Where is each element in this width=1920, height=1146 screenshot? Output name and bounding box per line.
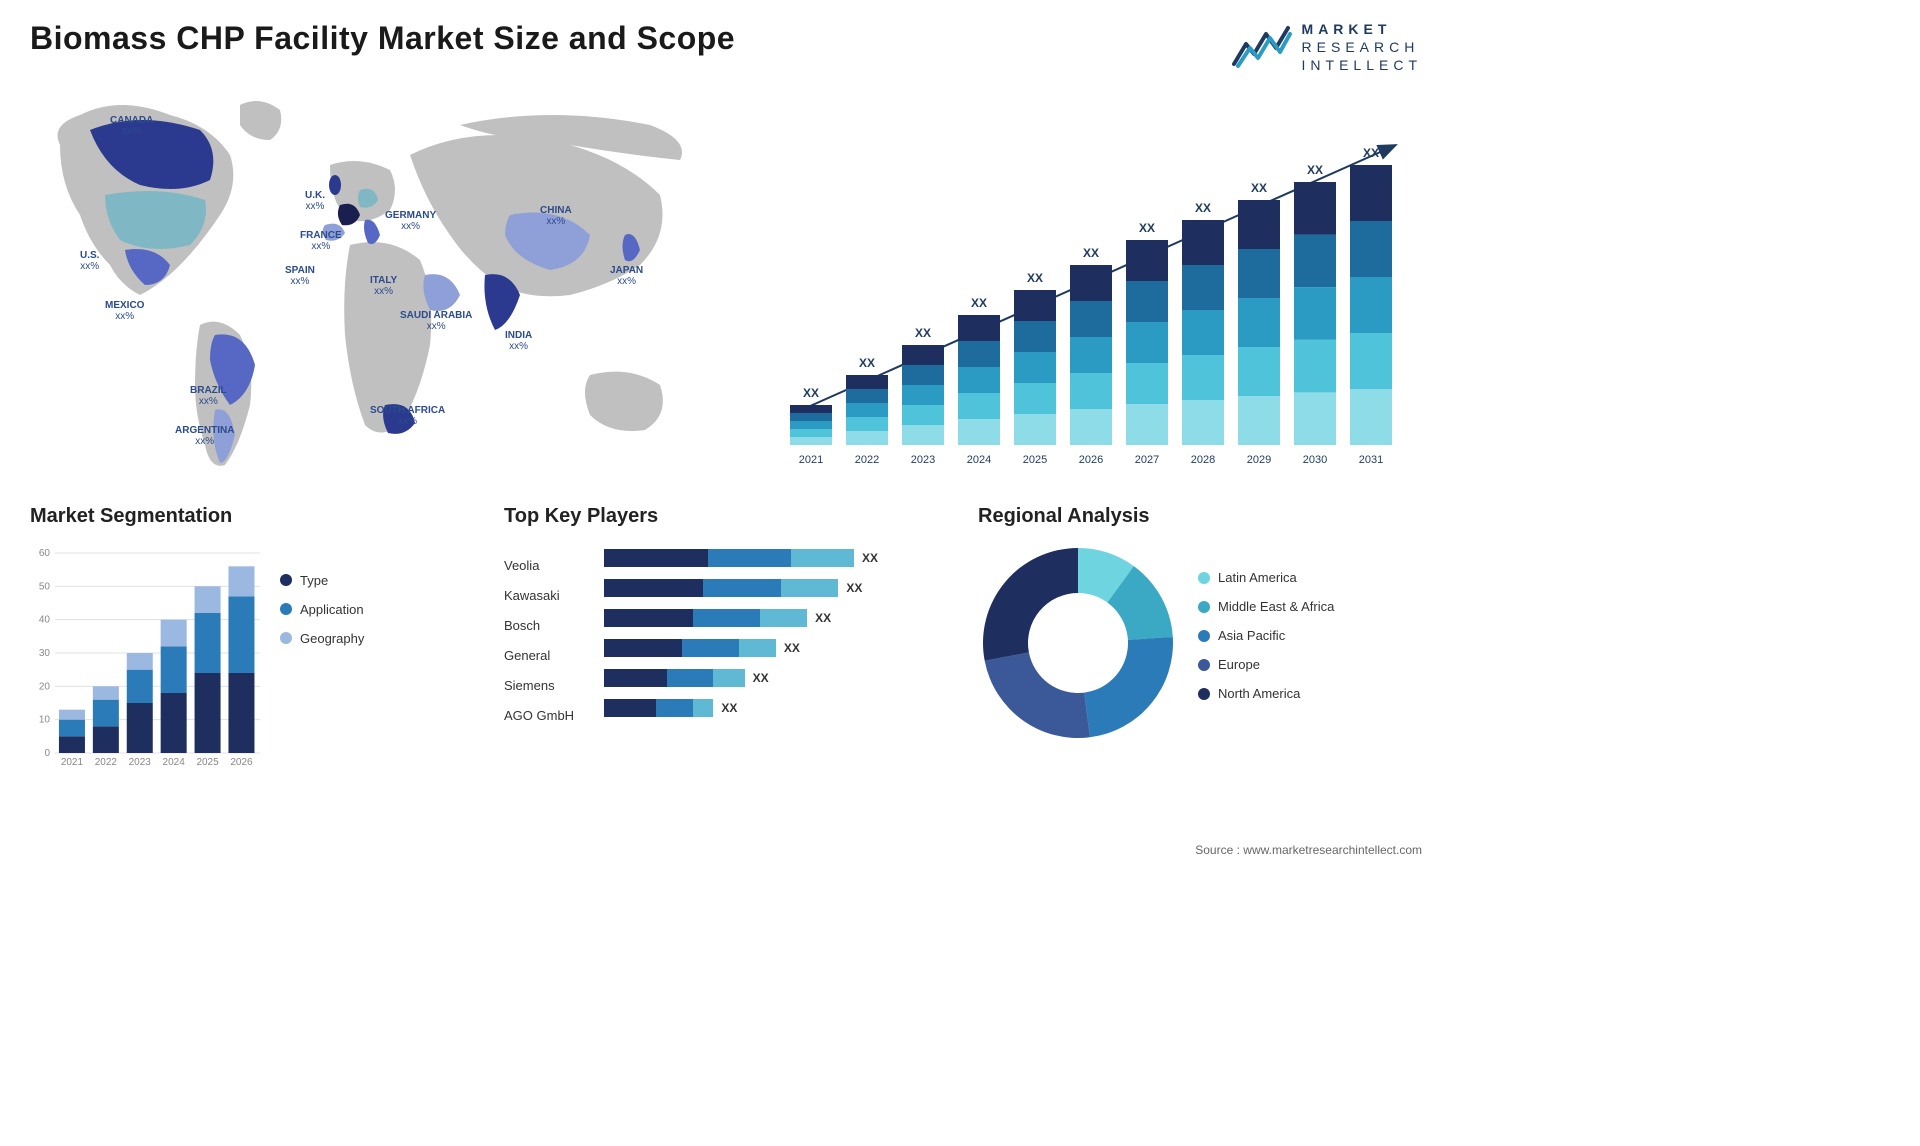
segmentation-panel: Market Segmentation 0 10 20 30 40 50 60 2021 202… [30,505,474,773]
country-label: ARGENTINAxx% [175,425,234,447]
player-bars: XX XX XX XX XX XX [604,543,948,731]
svg-text:10: 10 [39,714,51,725]
legend-item: Type [280,573,474,588]
key-players-panel: Top Key Players VeoliaKawasakiBoschGener… [504,505,948,773]
player-label: Bosch [504,611,594,641]
svg-text:0: 0 [44,748,50,759]
player-value: XX [862,551,878,565]
svg-text:2026: 2026 [230,757,253,768]
svg-text:60: 60 [39,548,51,559]
logo-text-3: INTELLECT [1302,56,1422,74]
legend-item: Europe [1198,657,1422,672]
regional-panel: Regional Analysis Latin America Middle Ea… [978,505,1422,773]
player-value: XX [721,701,737,715]
segmentation-chart: 0 10 20 30 40 50 60 2021 2022 2023 2024 2025 2026 [30,543,260,773]
segmentation-legend: Type Application Geography [280,543,474,773]
player-row: XX [604,693,948,723]
country-label: JAPANxx% [610,265,643,287]
player-value: XX [815,611,831,625]
svg-text:2025: 2025 [196,757,219,768]
player-label: Kawasaki [504,581,594,611]
legend-item: North America [1198,686,1422,701]
country-label: ITALYxx% [370,275,397,297]
svg-text:2030: 2030 [1303,454,1327,466]
svg-text:XX: XX [803,386,819,400]
player-value: XX [846,581,862,595]
country-label: CHINAxx% [540,205,572,227]
legend-item: Latin America [1198,570,1422,585]
key-players-title: Top Key Players [504,505,948,528]
svg-text:XX: XX [1363,146,1379,160]
player-value: XX [784,641,800,655]
country-label: SAUDI ARABIAxx% [400,310,472,332]
player-row: XX [604,633,948,663]
logo-text-1: MARKET [1302,20,1422,38]
svg-text:XX: XX [1139,221,1155,235]
player-label: General [504,641,594,671]
svg-text:2025: 2025 [1023,454,1047,466]
player-row: XX [604,603,948,633]
svg-text:2023: 2023 [129,757,152,768]
country-label: INDIAxx% [505,330,532,352]
country-label: FRANCExx% [300,230,342,252]
svg-text:XX: XX [1027,271,1043,285]
growth-chart: XX 2021 XX 2022 XX 2023 XX 2024 XX 2025 XX 2026 XX 20… [770,105,1410,485]
svg-text:2022: 2022 [95,757,118,768]
player-label: AGO GmbH [504,701,594,731]
svg-text:20: 20 [39,681,51,692]
country-label: SOUTH AFRICAxx% [370,405,445,427]
svg-text:2022: 2022 [855,454,879,466]
svg-text:2024: 2024 [163,757,186,768]
country-label: CANADAxx% [110,115,153,137]
logo-text-2: RESEARCH [1302,38,1422,56]
page-title: Biomass CHP Facility Market Size and Sco… [30,20,735,57]
growth-chart-panel: XX 2021 XX 2022 XX 2023 XX 2024 XX 2025 XX 2026 XX 20… [770,85,1422,485]
country-label: SPAINxx% [285,265,315,287]
segmentation-title: Market Segmentation [30,505,474,528]
regional-legend: Latin America Middle East & Africa Asia Pa… [1198,570,1422,715]
svg-text:2026: 2026 [1079,454,1103,466]
svg-text:2024: 2024 [967,454,991,466]
svg-text:2027: 2027 [1135,454,1159,466]
svg-text:XX: XX [1195,201,1211,215]
legend-item: Middle East & Africa [1198,599,1422,614]
svg-text:2031: 2031 [1359,454,1383,466]
svg-text:40: 40 [39,614,51,625]
legend-item: Asia Pacific [1198,628,1422,643]
svg-text:XX: XX [1083,246,1099,260]
legend-item: Geography [280,631,474,646]
player-label: Siemens [504,671,594,701]
player-row: XX [604,573,948,603]
svg-text:2028: 2028 [1191,454,1215,466]
source-attribution: Source : www.marketresearchintellect.com [1195,843,1422,857]
svg-text:50: 50 [39,581,51,592]
svg-text:30: 30 [39,648,51,659]
player-label: Veolia [504,551,594,581]
country-label: BRAZILxx% [190,385,227,407]
svg-text:XX: XX [859,356,875,370]
regional-title: Regional Analysis [978,505,1422,528]
svg-text:2021: 2021 [61,757,84,768]
country-label: U.S.xx% [80,250,99,272]
svg-text:2023: 2023 [911,454,935,466]
player-value: XX [753,671,769,685]
svg-text:XX: XX [1307,163,1323,177]
player-labels: VeoliaKawasakiBoschGeneralSiemensAGO Gmb… [504,543,594,731]
svg-text:2021: 2021 [799,454,823,466]
logo-icon [1232,24,1292,70]
player-row: XX [604,543,948,573]
svg-text:XX: XX [971,296,987,310]
player-row: XX [604,663,948,693]
svg-text:XX: XX [915,326,931,340]
svg-text:XX: XX [1251,181,1267,195]
brand-logo: MARKET RESEARCH INTELLECT [1232,20,1422,75]
svg-text:2029: 2029 [1247,454,1271,466]
country-label: MEXICOxx% [105,300,144,322]
country-label: U.K.xx% [305,190,325,212]
legend-item: Application [280,602,474,617]
country-label: GERMANYxx% [385,210,436,232]
world-map-panel: CANADAxx% U.S.xx% MEXICOxx% BRAZILxx% ARGENT… [30,85,730,485]
regional-donut [978,543,1178,743]
